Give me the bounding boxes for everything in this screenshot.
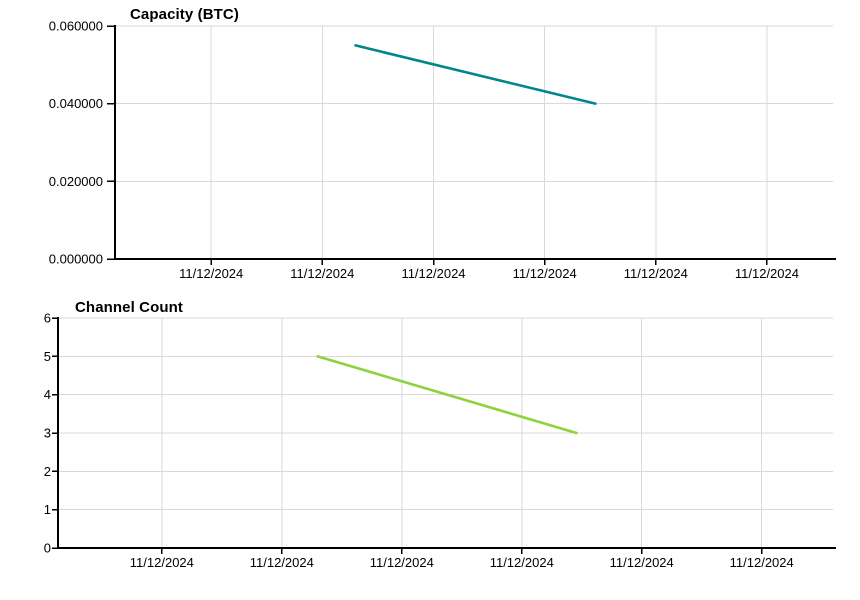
capacity-series-line [354,44,597,105]
capacity-chart-plot: 11/12/2024 11/12/2024 11/12/2024 11/12/2024… [49,19,836,281]
x-axis-tick-label: 11/12/2024 [179,266,243,281]
y-axis-tick-label: 0.060000 [49,19,103,34]
y-axis-tick-label: 3 [44,426,51,441]
y-axis-tick-label: 5 [44,349,51,364]
x-axis-tick-label: 11/12/2024 [401,266,465,281]
x-axis-tick-label: 11/12/2024 [290,266,354,281]
x-axis-tick-label: 11/12/2024 [130,555,194,570]
y-axis-tick-label: 4 [44,387,51,402]
y-axis-tick-label: 0.000000 [49,252,103,267]
y-axis-tick-label: 0.020000 [49,174,103,189]
y-axis-tick-label: 2 [44,464,51,479]
x-axis-tick-label: 11/12/2024 [370,555,434,570]
channel-count-series-line [316,355,578,435]
x-axis-tick-label: 11/12/2024 [490,555,554,570]
capacity-chart-title: Capacity (BTC) [130,6,239,23]
y-axis-tick-label: 6 [44,311,51,326]
y-axis-tick-label: 0 [44,541,51,556]
x-axis-tick-label: 11/12/2024 [735,266,799,281]
channel-count-chart-title: Channel Count [75,299,183,316]
channel-count-chart-plot: 11/12/2024 11/12/2024 11/12/2024 11/12/2024… [44,311,836,570]
x-axis-tick-label: 11/12/2024 [624,266,688,281]
x-axis-tick-label: 11/12/2024 [250,555,314,570]
y-axis-tick-label: 0.040000 [49,96,103,111]
x-axis-tick-label: 11/12/2024 [730,555,794,570]
y-axis-tick-label: 1 [44,502,51,517]
x-axis-tick-label: 11/12/2024 [610,555,674,570]
x-axis-tick-label: 11/12/2024 [513,266,577,281]
